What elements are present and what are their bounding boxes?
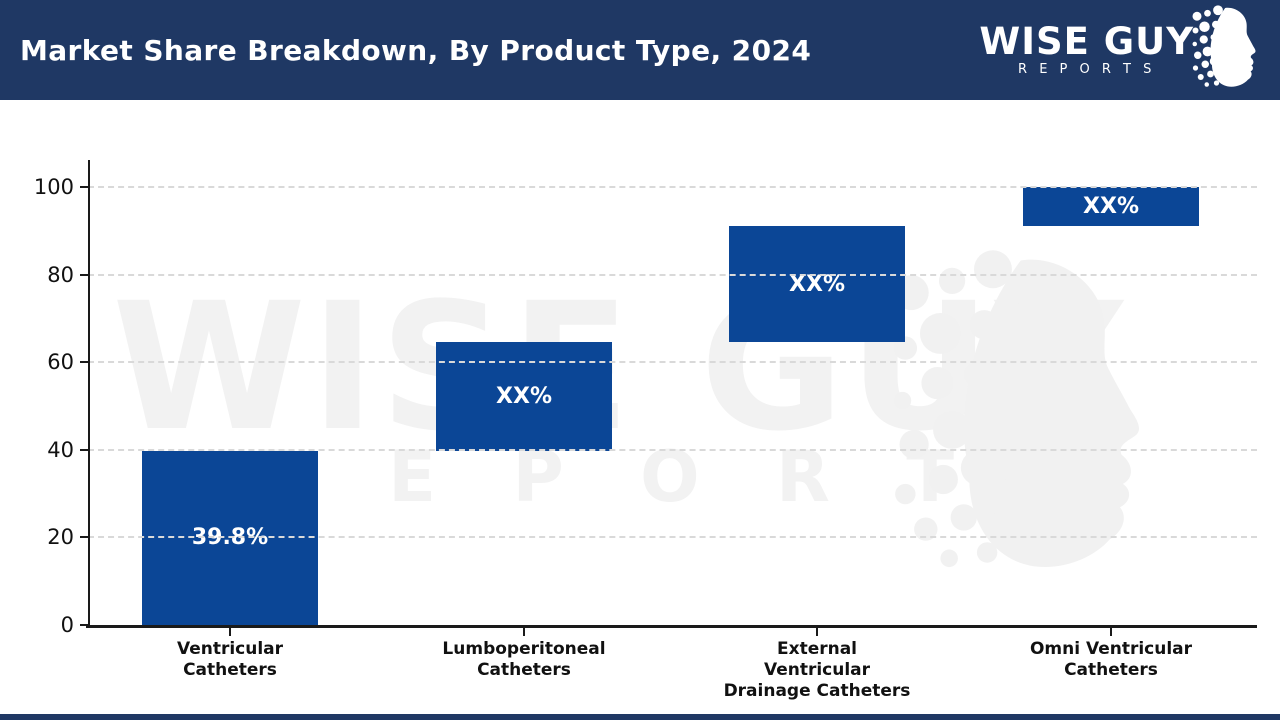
footer-bar <box>0 714 1280 720</box>
y-tick <box>80 273 88 276</box>
bar-segment: XX% <box>729 226 905 343</box>
y-tick-label: 40 <box>47 437 74 462</box>
y-gridline <box>88 448 1257 451</box>
y-tick <box>80 448 88 451</box>
bar-value-label: XX% <box>496 384 552 410</box>
y-gridline <box>88 273 1257 276</box>
bar-segment: XX% <box>1023 187 1199 227</box>
category-label-line: Drainage Catheters <box>723 681 911 701</box>
x-tick <box>229 628 231 636</box>
y-tick <box>80 186 88 188</box>
category-label-line: Catheters <box>477 660 571 680</box>
y-axis-line <box>88 160 90 627</box>
y-gridline <box>88 186 1257 188</box>
x-tick <box>816 628 818 636</box>
bar-value-label: XX% <box>789 271 845 297</box>
waterfall-chart: 39.8% XX% XX% XX% 0 20 40 60 80 100 Ventricular Cat… <box>0 100 1280 714</box>
logo-wordmark: WISE GUY <box>979 19 1194 63</box>
y-tick-label: 80 <box>47 262 74 287</box>
y-gridline <box>88 361 1257 364</box>
category-label-line: Ventricular <box>763 660 871 680</box>
wiseguy-logo: WISE GUY R E P O R T S <box>979 4 1266 96</box>
page-title: Market Share Breakdown, By Product Type,… <box>20 33 812 67</box>
logo-subtitle: R E P O R T S <box>1018 62 1156 78</box>
bar-segment: XX% <box>436 342 612 451</box>
x-tick <box>1110 628 1112 636</box>
logo-text: WISE GUY R E P O R T S <box>979 19 1194 78</box>
category-label-line: Catheters <box>183 660 277 680</box>
category-label-line: External <box>776 639 858 659</box>
category-label: Lumboperitoneal Catheters <box>379 639 669 681</box>
x-axis-line <box>86 625 1257 628</box>
y-gridline <box>88 536 1257 539</box>
y-tick-label: 0 <box>60 613 74 637</box>
y-tick-label: 100 <box>33 175 74 199</box>
category-label-line: Omni Ventricular <box>1029 639 1193 659</box>
category-label: Omni Ventricular Catheters <box>966 639 1256 681</box>
category-label: External Ventricular Drainage Catheters <box>672 639 962 702</box>
x-tick <box>523 628 525 636</box>
header-bar: Market Share Breakdown, By Product Type,… <box>0 0 1280 100</box>
bar-value-label: XX% <box>1083 194 1139 220</box>
y-tick <box>80 624 88 626</box>
y-tick-label: 20 <box>47 525 74 550</box>
head-dots-icon <box>1188 5 1266 95</box>
category-label: Ventricular Catheters <box>85 639 375 681</box>
y-tick-label: 60 <box>47 350 74 375</box>
category-label-line: Lumboperitoneal <box>442 639 606 659</box>
category-label-line: Ventricular <box>176 639 284 659</box>
y-tick <box>80 361 88 364</box>
y-tick <box>80 536 88 539</box>
category-label-line: Catheters <box>1064 660 1158 680</box>
